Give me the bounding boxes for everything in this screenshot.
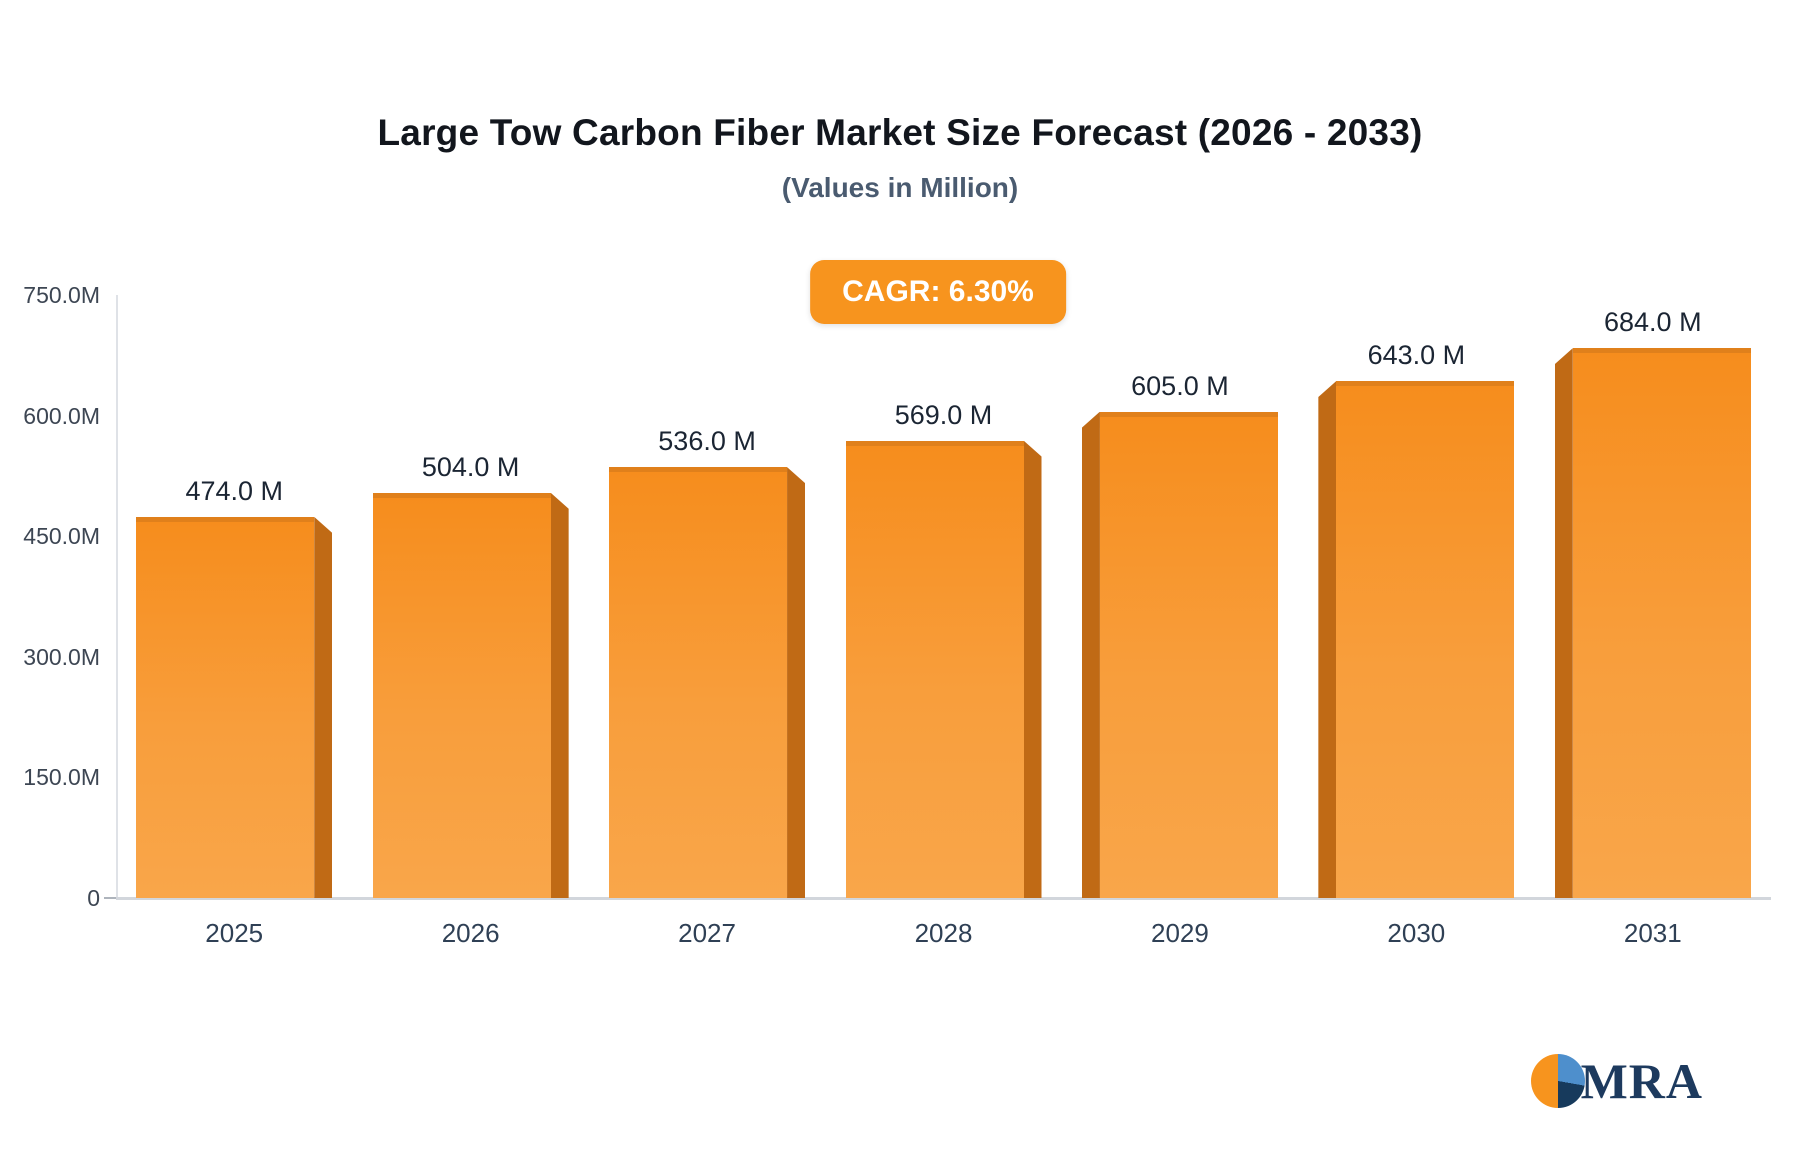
- plot-area: 474.0 M 504.0 M 536.0 M 569.0 M 605.0 M 643.0…: [116, 295, 1771, 900]
- bar: [609, 467, 806, 898]
- bar-value-label: 504.0 M: [421, 451, 520, 482]
- y-axis: 750.0M 600.0M 450.0M 300.0M 150.0M 0: [0, 282, 116, 911]
- x-axis-label: 2030: [1387, 918, 1446, 948]
- y-axis-label: 750.0M: [23, 282, 100, 308]
- logo-text: MRA: [1580, 1053, 1703, 1109]
- bar-face: [609, 467, 788, 898]
- bar-side-face: [550, 492, 569, 898]
- y-axis-label: 450.0M: [23, 523, 100, 550]
- bar-face: [845, 440, 1024, 898]
- bar: [1554, 348, 1751, 898]
- logo: MRA: [1530, 1052, 1703, 1110]
- x-axis-line: [116, 897, 1771, 900]
- y-axis-line: [116, 295, 118, 898]
- bar-side-face: [1554, 348, 1573, 898]
- bar-value-label: 643.0 M: [1367, 340, 1466, 371]
- bar-value-label: 536.0 M: [658, 426, 756, 457]
- chart-subtitle: (Values in Million): [781, 172, 1019, 203]
- y-axis-label: 300.0M: [23, 643, 100, 670]
- bar-face: [1336, 381, 1515, 898]
- bar-value-label: 569.0 M: [894, 399, 993, 430]
- bar-value-label: 605.0 M: [1131, 370, 1229, 401]
- bar-face: [136, 516, 315, 898]
- x-axis-label: 2031: [1623, 918, 1682, 948]
- bar: [136, 516, 333, 898]
- bar-side-face: [787, 467, 806, 898]
- bar-face: [1572, 348, 1751, 898]
- chart-title: Large Tow Carbon Fiber Market Size Forec…: [377, 112, 1423, 153]
- y-axis-label: 0: [87, 885, 100, 911]
- bar-face: [372, 492, 551, 898]
- x-axis-label: 2029: [1151, 918, 1209, 948]
- bar-side-face: [1081, 411, 1100, 898]
- cagr-badge: CAGR: 6.30%: [810, 260, 1066, 324]
- x-axis-label: 2026: [441, 918, 500, 948]
- bar-value-label: 474.0 M: [185, 475, 283, 506]
- bar: [845, 440, 1042, 898]
- bar-side-face: [1023, 440, 1042, 898]
- bar-value-label: 684.0 M: [1604, 307, 1702, 338]
- bar: [1318, 381, 1515, 898]
- y-axis-label: 600.0M: [23, 402, 100, 429]
- cagr-badge-label: CAGR: 6.30%: [842, 275, 1034, 308]
- y-axis-label: 150.0M: [23, 764, 100, 791]
- x-axis: 2025 2026 2027 2028 2029 2030 2031: [116, 898, 1771, 968]
- y-axis-tick: [104, 897, 116, 899]
- x-axis-label: 2027: [678, 918, 736, 948]
- bar-side-face: [314, 516, 333, 898]
- x-axis-label: 2025: [205, 918, 264, 948]
- logo-pie-icon: [1530, 1054, 1585, 1108]
- bar-side-face: [1318, 381, 1337, 898]
- bar-face: [1099, 411, 1278, 898]
- x-axis-label: 2028: [914, 918, 973, 948]
- bar: [372, 492, 569, 898]
- bar: [1081, 411, 1278, 898]
